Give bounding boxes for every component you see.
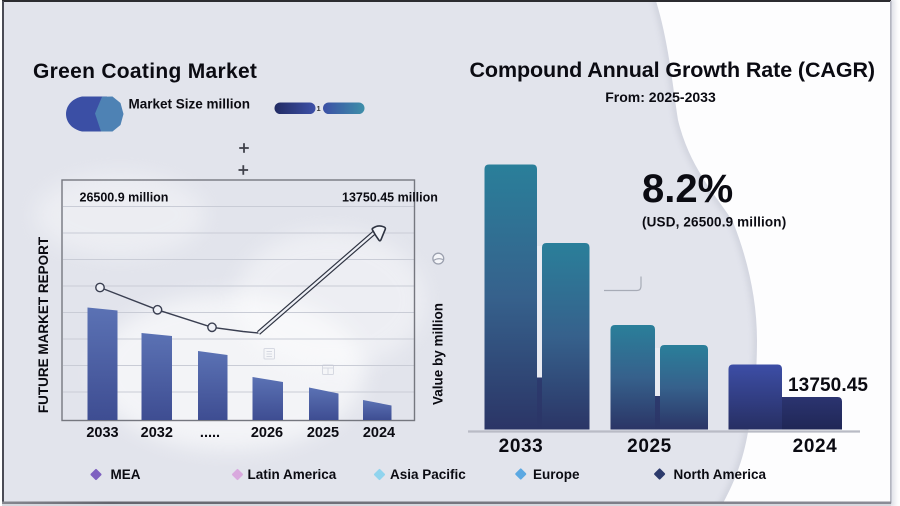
svg-text:2026: 2026 [251,425,283,441]
svg-text:Asia Pacific: Asia Pacific [390,467,466,482]
svg-text:Market Size million: Market Size million [129,97,251,112]
svg-text:8.2%: 8.2% [642,167,733,211]
svg-text:Latin America: Latin America [248,467,337,482]
svg-text:(USD, 26500.9 million): (USD, 26500.9 million) [642,215,786,230]
svg-text:26500.9 million: 26500.9 million [80,191,169,205]
svg-text:1: 1 [317,104,321,113]
svg-text:Green Coating Market: Green Coating Market [33,60,257,83]
svg-text:Europe: Europe [533,467,580,482]
svg-text:2024: 2024 [793,436,838,457]
svg-text:Compound Annual Growth Rate (C: Compound Annual Growth Rate (CAGR) [470,58,875,82]
svg-text:FUTURE MARKET REPORT: FUTURE MARKET REPORT [36,236,51,413]
svg-text:Value by million: Value by million [431,303,446,405]
svg-text:.....: ..... [200,425,220,441]
svg-text:2033: 2033 [499,436,544,457]
svg-text:MEA: MEA [111,467,141,482]
svg-text:2025: 2025 [307,425,339,441]
svg-text:13750.45 million: 13750.45 million [342,191,438,205]
svg-text:2024: 2024 [363,425,395,441]
svg-text:13750.45: 13750.45 [788,375,868,396]
svg-text:2025: 2025 [627,436,672,457]
svg-text:2033: 2033 [86,425,118,441]
svg-text:From: 2025-2033: From: 2025-2033 [605,89,716,105]
svg-text:North America: North America [674,467,767,482]
svg-text:2032: 2032 [141,425,173,441]
